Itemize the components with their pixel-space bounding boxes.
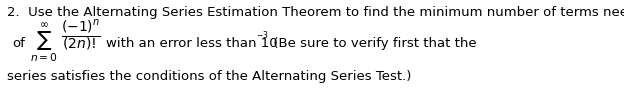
Text: 2.  Use the Alternating Series Estimation Theorem to find the minimum number of : 2. Use the Alternating Series Estimation…	[7, 6, 624, 19]
Text: . (Be sure to verify first that the: . (Be sure to verify first that the	[265, 37, 477, 50]
Text: $\sum_{n=0}^{\infty}$: $\sum_{n=0}^{\infty}$	[30, 21, 58, 65]
Text: $\dfrac{(-1)^n}{(2n)!}$: $\dfrac{(-1)^n}{(2n)!}$	[61, 19, 101, 53]
Text: series satisfies the conditions of the Alternating Series Test.): series satisfies the conditions of the A…	[7, 70, 412, 83]
Text: with an error less than 10: with an error less than 10	[106, 37, 278, 50]
Text: $^{-3}$: $^{-3}$	[256, 31, 269, 41]
Text: of: of	[12, 37, 25, 50]
